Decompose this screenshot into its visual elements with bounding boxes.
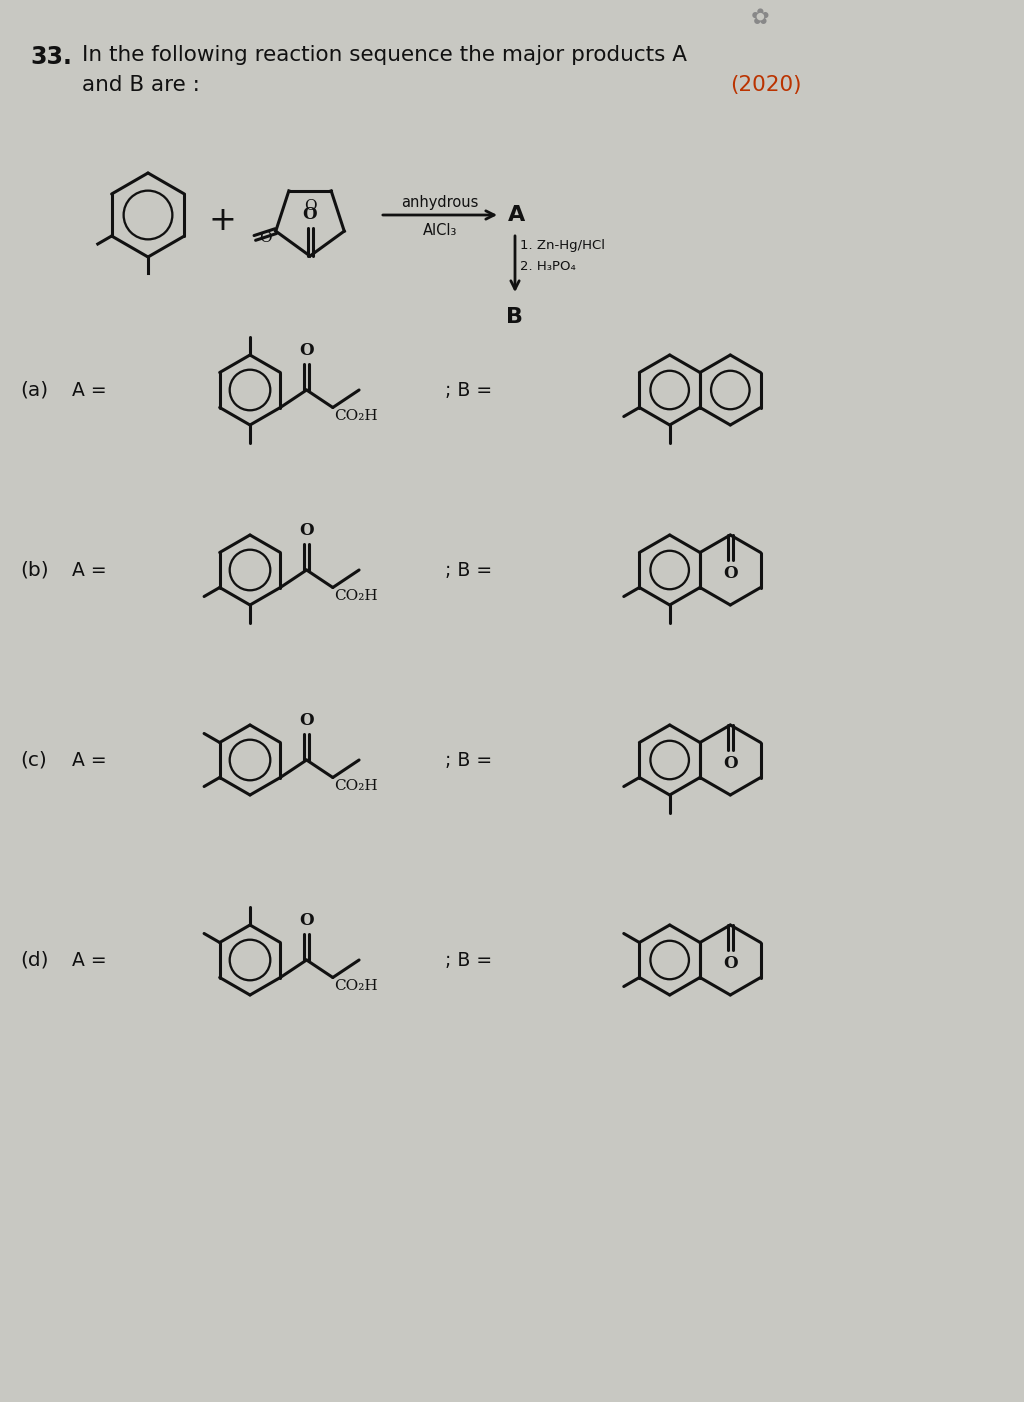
- Text: A: A: [508, 205, 525, 224]
- Text: O: O: [299, 911, 314, 928]
- Text: 33.: 33.: [30, 45, 72, 69]
- Text: 2. H₃PO₄: 2. H₃PO₄: [520, 261, 575, 273]
- Text: ; B =: ; B =: [445, 561, 493, 579]
- Text: AlCl₃: AlCl₃: [423, 223, 457, 238]
- Text: 1. Zn-Hg/HCl: 1. Zn-Hg/HCl: [520, 238, 605, 251]
- Text: (a): (a): [20, 380, 48, 400]
- Text: CO₂H: CO₂H: [334, 409, 378, 423]
- Text: CO₂H: CO₂H: [334, 589, 378, 603]
- Text: O: O: [299, 522, 314, 538]
- Text: (2020): (2020): [730, 74, 802, 95]
- Text: +: +: [208, 203, 236, 237]
- Text: ; B =: ; B =: [445, 951, 493, 970]
- Text: A =: A =: [72, 750, 106, 770]
- Text: O: O: [304, 199, 316, 213]
- Text: O: O: [723, 754, 737, 771]
- Text: A =: A =: [72, 380, 106, 400]
- Text: O: O: [723, 955, 737, 972]
- Text: ; B =: ; B =: [445, 380, 493, 400]
- Text: A =: A =: [72, 561, 106, 579]
- Text: and B are :: and B are :: [82, 74, 200, 95]
- Text: O: O: [259, 231, 271, 245]
- Text: anhydrous: anhydrous: [401, 195, 478, 210]
- Text: (d): (d): [20, 951, 48, 970]
- Text: In the following reaction sequence the major products A: In the following reaction sequence the m…: [82, 45, 687, 64]
- Text: (b): (b): [20, 561, 48, 579]
- Text: (c): (c): [20, 750, 47, 770]
- Text: O: O: [303, 206, 317, 223]
- Text: O: O: [299, 712, 314, 729]
- Text: O: O: [299, 342, 314, 359]
- Text: O: O: [723, 565, 737, 582]
- Text: B: B: [507, 307, 523, 327]
- Text: ✿: ✿: [751, 8, 769, 28]
- Text: CO₂H: CO₂H: [334, 780, 378, 794]
- Text: CO₂H: CO₂H: [334, 979, 378, 993]
- Text: ; B =: ; B =: [445, 750, 493, 770]
- Text: A =: A =: [72, 951, 106, 970]
